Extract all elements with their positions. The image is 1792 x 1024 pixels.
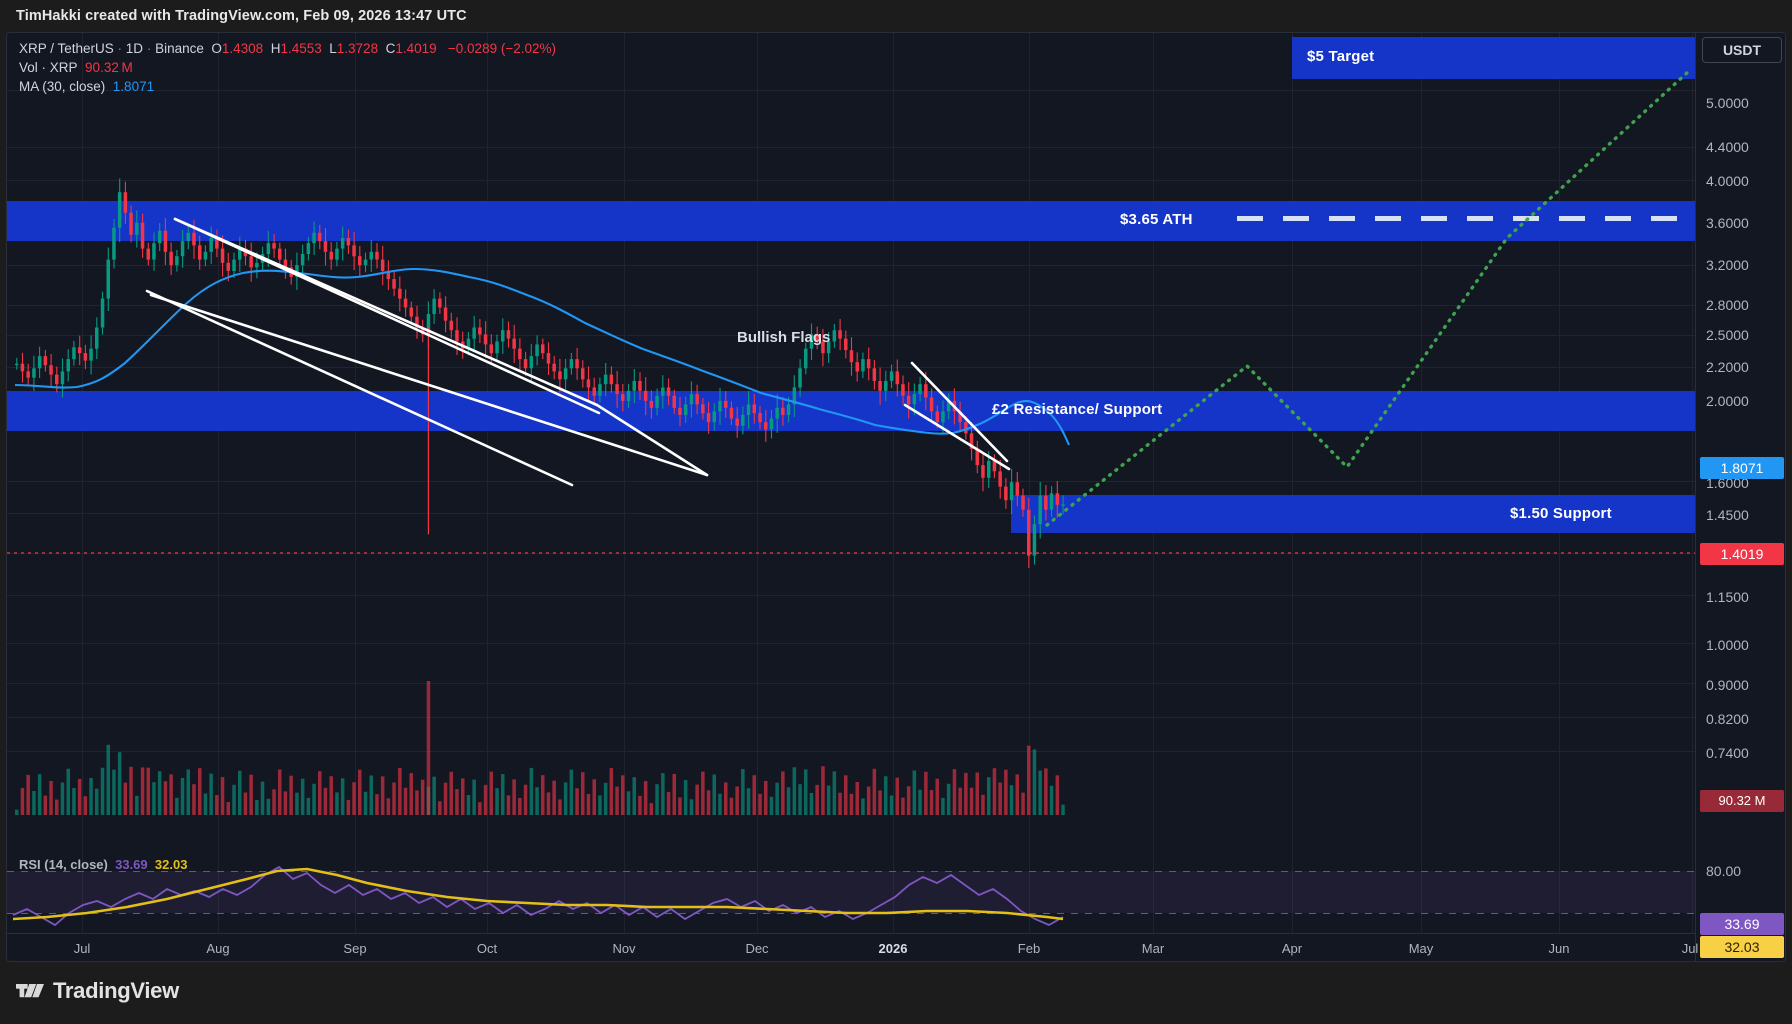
price-tick: 2.8000 [1706,297,1749,313]
legend-row-volume: Vol · XRP 90.32 M [19,58,556,77]
legend-low-label: L [329,41,337,56]
legend-change: −0.0289 [447,41,498,56]
price-tick: 5.0000 [1706,95,1749,111]
rsi-pane[interactable]: RSI (14, close) 33.69 32.03 [7,855,1695,933]
currency-chip[interactable]: USDT [1702,37,1782,63]
time-tick: Nov [612,941,636,956]
time-tick: May [1408,941,1434,956]
legend-ma-value: 1.8071 [112,79,155,94]
ath-zone [7,201,1695,241]
rsi-title: RSI (14, close) [19,857,108,872]
rsi-value: 33.69 [115,857,148,872]
rsi-overbought-line [7,871,1695,872]
rsi-ma-value: 32.03 [154,857,188,872]
legend-low-value: 1.3728 [336,41,379,56]
legend-ma-label: MA (30, close) [19,79,106,94]
time-axis[interactable]: Jul Aug Sep Oct Nov Dec 2026 Feb Mar Apr… [7,933,1698,961]
target-zone-label: $5 Target [1307,48,1375,65]
rsi-scale-tick: 80.00 [1706,863,1742,879]
rsi-series [12,865,1064,927]
resistance-zone [7,391,1695,431]
legend-symbol: XRP / TetherUS [19,41,114,56]
time-tick: Jun [1548,941,1570,956]
time-tick: Dec [745,941,769,956]
rsi-ma-value-badge: 32.03 [1700,936,1784,958]
chart-legend: XRP / TetherUS · 1D · Binance O1.4308 H1… [19,39,556,96]
time-tick: Oct [476,941,498,956]
price-tick: 0.9000 [1706,677,1749,693]
resistance-zone-label: £2 Resistance/ Support [992,401,1163,418]
price-tick: 1.6000 [1706,475,1749,491]
legend-close-value: 1.4019 [395,41,437,56]
volume-histogram [15,681,1065,816]
pattern-label: Bullish Flags [737,329,831,346]
ath-dashed-line [1237,216,1695,221]
target-zone [1292,37,1695,79]
tradingview-logo: TradingView [16,978,179,1004]
legend-high-label: H [270,41,281,56]
chart-frame[interactable]: $5 Target $3.65 ATH £2 Resistance/ Suppo… [6,32,1786,962]
legend-row-ma: MA (30, close) 1.8071 [19,77,556,96]
attribution-text: TimHakki created with TradingView.com, F… [16,8,467,24]
support-zone [1011,495,1695,533]
price-tick: 1.1500 [1706,589,1749,605]
price-tick: 0.8200 [1706,711,1749,727]
tradingview-mark-icon [16,984,44,998]
price-tick: 1.4500 [1706,507,1749,523]
rsi-value-badge: 33.69 [1700,913,1784,935]
price-tick: 2.5000 [1706,327,1749,343]
time-tick: Apr [1281,941,1303,956]
legend-change-percent: (−2.02%) [500,41,557,56]
price-candles [7,178,1695,568]
ath-zone-label: $3.65 ATH [1120,211,1193,228]
legend-volume-label: Vol · XRP [19,60,78,75]
legend-exchange: Binance [155,41,204,56]
legend-open-label: O [211,41,222,56]
support-zone-label: $1.50 Support [1510,505,1612,522]
rsi-legend: RSI (14, close) 33.69 32.03 [19,857,187,872]
legend-row-symbol: XRP / TetherUS · 1D · Binance O1.4308 H1… [19,41,557,56]
price-projection-path [1045,69,1691,527]
price-tick: 0.7400 [1706,745,1749,761]
price-tick: 2.2000 [1706,359,1749,375]
tradingview-wordmark: TradingView [53,978,179,1003]
rsi-band [7,871,1695,913]
price-tick: 4.4000 [1706,139,1749,155]
time-tick: Jul [1681,941,1699,956]
price-tick: 3.6000 [1706,215,1749,231]
volume-badge: 90.32 M [1700,790,1784,812]
time-tick: Aug [206,941,230,956]
price-axis[interactable]: USDT 5.0000 4.4000 4.0000 3.6000 3.2000 … [1695,33,1785,961]
moving-average-line [14,267,1070,446]
price-tick: 2.0000 [1706,393,1749,409]
time-tick: Sep [343,941,367,956]
price-tick: 1.0000 [1706,637,1749,653]
legend-high-value: 1.4553 [280,41,322,56]
time-tick-year: 2026 [878,941,908,956]
current-price-badge: 1.4019 [1700,543,1784,565]
price-tick: 3.2000 [1706,257,1749,273]
legend-open-value: 1.4308 [221,41,264,56]
legend-volume-value: 90.32 M [85,60,133,75]
legend-close-label: C [385,41,396,56]
time-tick: Feb [1017,941,1041,956]
time-tick: Jul [73,941,91,956]
time-tick: Mar [1141,941,1165,956]
legend-interval: 1D [125,41,144,56]
ma-price-badge: 1.8071 [1700,457,1784,479]
trendline-overlays [145,217,1011,487]
price-tick: 4.0000 [1706,173,1749,189]
